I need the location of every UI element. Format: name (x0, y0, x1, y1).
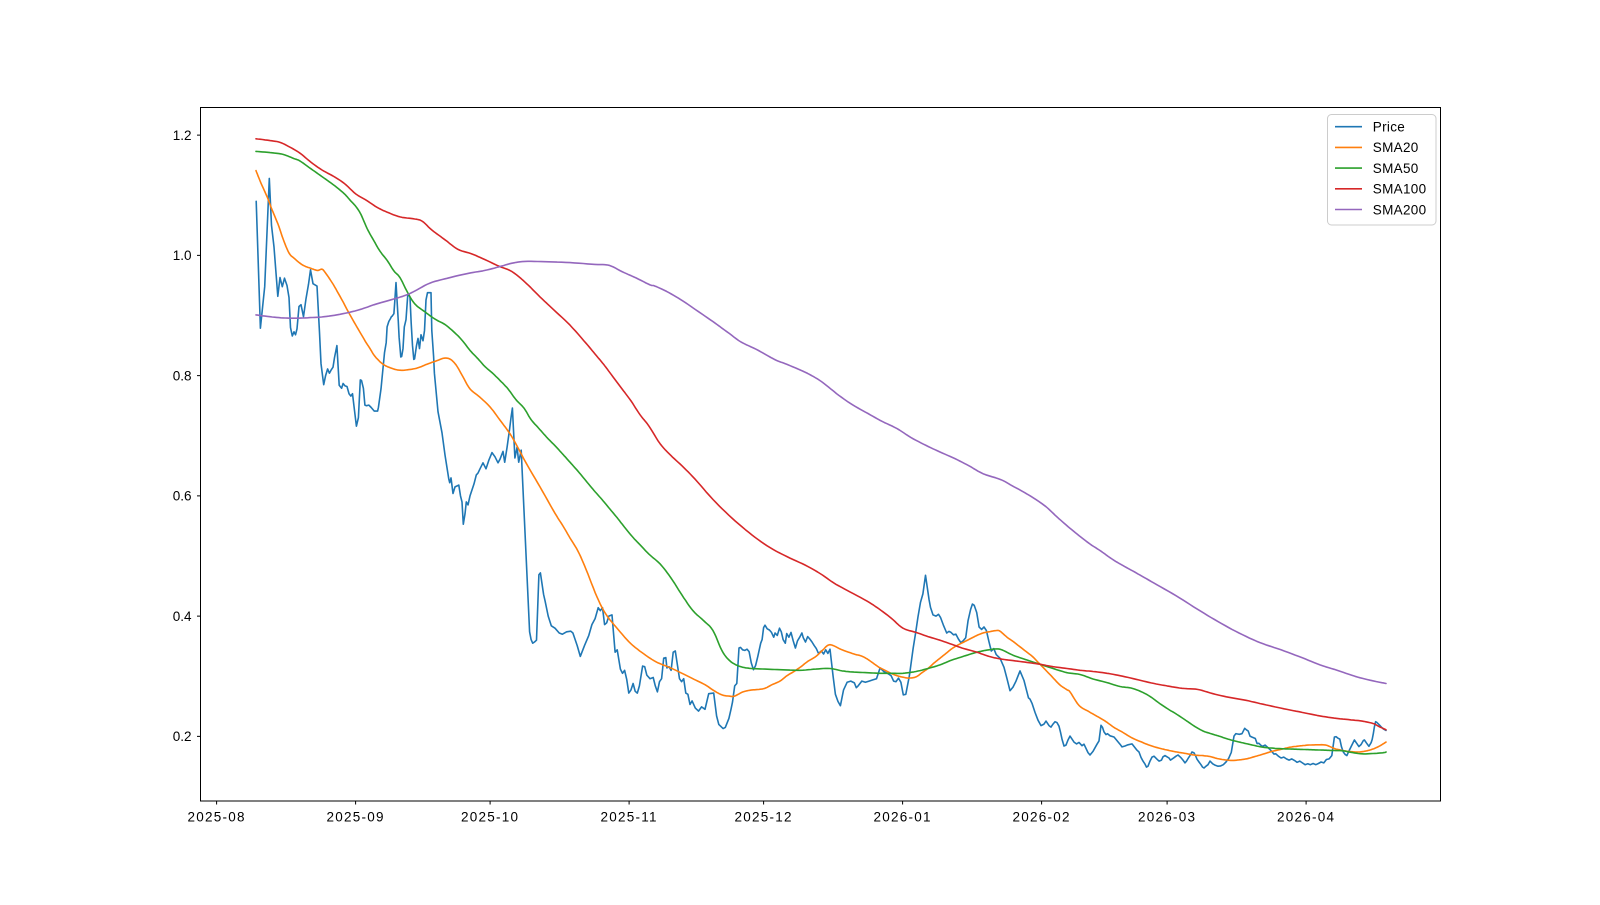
svg-text:2025-10: 2025-10 (461, 809, 519, 824)
svg-text:SMA20: SMA20 (1373, 140, 1419, 155)
svg-text:Price: Price (1373, 120, 1405, 135)
svg-text:2025-11: 2025-11 (600, 809, 657, 824)
svg-text:1.0: 1.0 (173, 248, 192, 263)
svg-text:SMA200: SMA200 (1373, 202, 1427, 217)
svg-text:2026-01: 2026-01 (873, 809, 931, 824)
svg-text:2025-12: 2025-12 (734, 809, 792, 824)
svg-text:SMA100: SMA100 (1373, 182, 1427, 197)
svg-text:2026-02: 2026-02 (1012, 809, 1070, 824)
svg-text:0.8: 0.8 (173, 368, 192, 383)
svg-text:2025-08: 2025-08 (187, 809, 245, 824)
svg-text:SMA50: SMA50 (1373, 161, 1419, 176)
svg-text:0.6: 0.6 (173, 489, 192, 504)
svg-text:0.2: 0.2 (173, 729, 192, 744)
svg-text:2026-03: 2026-03 (1138, 809, 1196, 824)
svg-text:2025-09: 2025-09 (326, 809, 384, 824)
svg-text:0.4: 0.4 (173, 609, 192, 624)
svg-text:2026-04: 2026-04 (1277, 809, 1335, 824)
svg-text:1.2: 1.2 (173, 128, 192, 143)
